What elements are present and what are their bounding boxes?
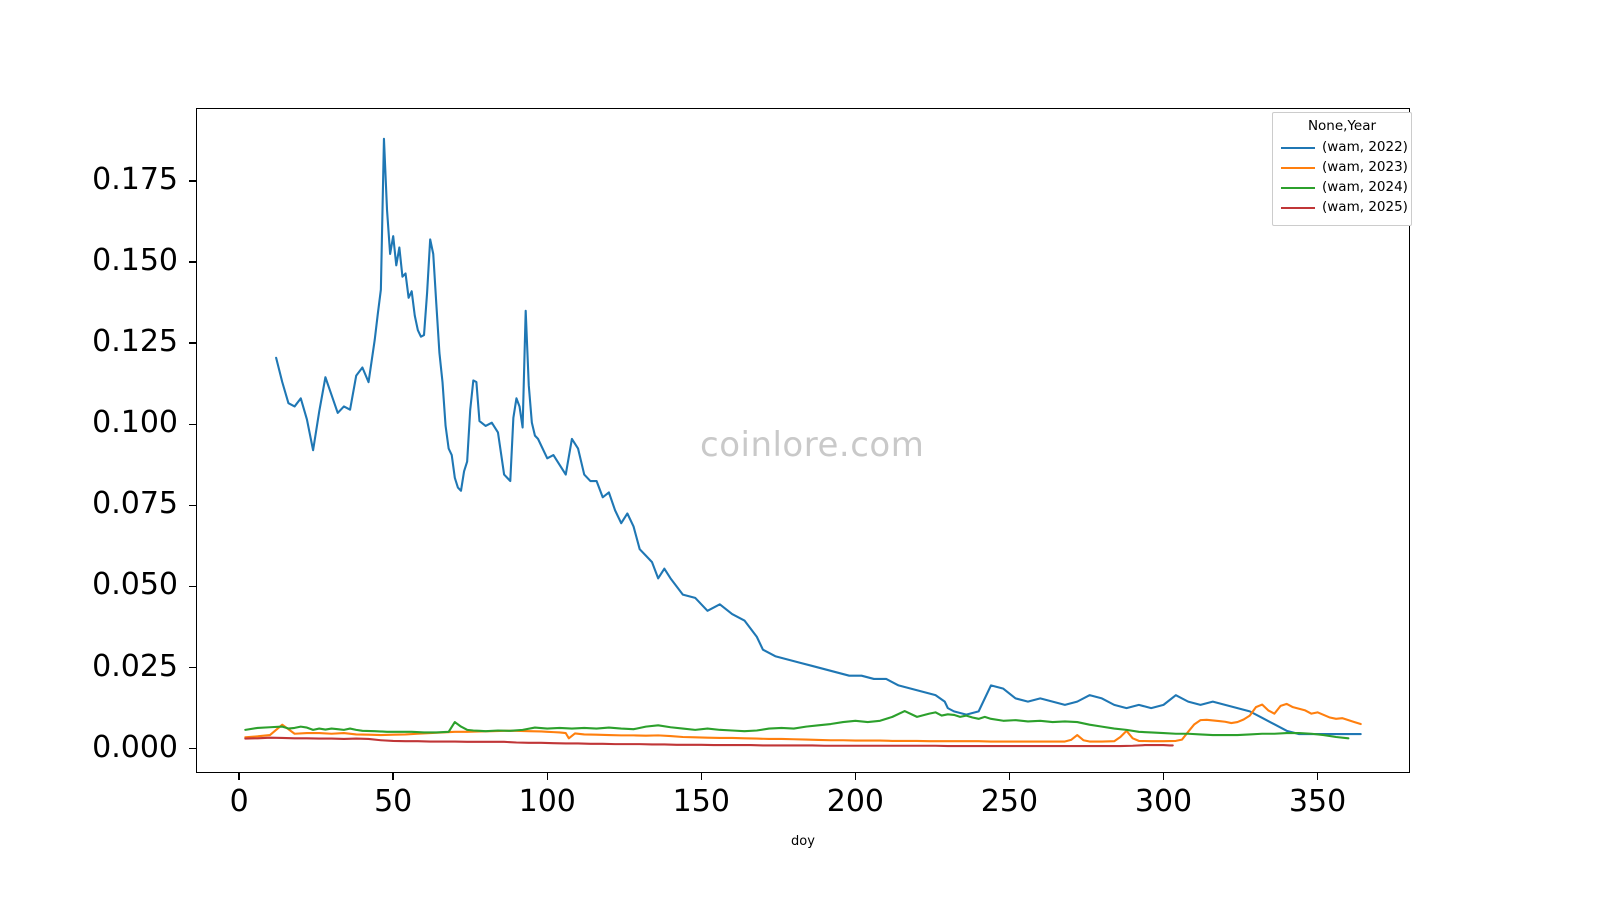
y-tick-label: 0.075	[92, 486, 178, 522]
x-tick-label: 200	[826, 784, 884, 819]
x-tick-mark	[392, 773, 394, 780]
legend-entry-label: (wam, 2024)	[1322, 179, 1408, 196]
legend-color-swatch	[1281, 146, 1315, 150]
y-tick-mark	[189, 180, 196, 182]
x-tick-mark	[1162, 773, 1165, 780]
legend-entry: (wam, 2023)	[1281, 158, 1408, 178]
y-tick-label: 0.125	[92, 324, 178, 360]
series-line-wam-2025	[244, 736, 1174, 748]
legend-entry: (wam, 2024)	[1281, 178, 1408, 198]
y-tick-label: 0.000	[92, 729, 178, 765]
x-axis-label: doy	[791, 834, 815, 849]
legend-entry: (wam, 2025)	[1281, 198, 1408, 218]
x-tick-mark	[854, 773, 857, 780]
y-tick-mark	[189, 261, 196, 263]
legend-color-swatch	[1281, 186, 1315, 190]
x-tick-mark	[1316, 773, 1319, 780]
y-tick-mark	[189, 747, 196, 750]
chart-legend: None,Year (wam, 2022) (wam, 2023) (wam, 20…	[1272, 112, 1412, 226]
legend-color-swatch	[1281, 206, 1315, 210]
y-tick-label: 0.050	[92, 567, 178, 603]
y-tick-mark	[189, 585, 196, 588]
legend-entry-label: (wam, 2022)	[1322, 139, 1408, 156]
y-tick-mark	[189, 342, 196, 344]
x-tick-mark	[238, 773, 240, 780]
series-line-wam-2024	[244, 709, 1350, 740]
watermark-text: coinlore.com	[700, 425, 925, 465]
series-line-wam-2023	[244, 702, 1362, 743]
legend-title: None,Year	[1307, 118, 1377, 134]
x-tick-label: 250	[980, 784, 1039, 819]
x-tick-mark	[1008, 773, 1011, 780]
x-tick-label: 300	[1134, 784, 1193, 819]
x-tick-mark	[546, 773, 548, 780]
x-tick-label: 50	[374, 784, 413, 819]
legend-entries: (wam, 2022) (wam, 2023) (wam, 2024) (wam, 2…	[1281, 138, 1408, 218]
series-line-wam-2022	[275, 137, 1362, 736]
x-tick-label: 350	[1288, 784, 1347, 819]
plot-axes-frame	[196, 108, 1410, 773]
x-tick-label: 0	[229, 784, 249, 819]
y-tick-label: 0.175	[92, 161, 178, 197]
y-tick-label: 0.025	[92, 648, 178, 684]
x-tick-label: 150	[672, 784, 730, 819]
legend-entry-label: (wam, 2025)	[1322, 199, 1408, 216]
y-tick-label: 0.100	[92, 405, 178, 441]
y-tick-label: 0.150	[92, 243, 178, 279]
legend-entry: (wam, 2022)	[1281, 138, 1408, 158]
y-tick-mark	[189, 666, 196, 669]
x-tick-mark	[700, 773, 702, 780]
chart-plot-area	[244, 137, 1362, 748]
legend-color-swatch	[1281, 166, 1315, 170]
x-tick-label: 100	[518, 784, 576, 819]
y-tick-mark	[189, 423, 196, 425]
y-tick-mark	[189, 504, 196, 507]
legend-entry-label: (wam, 2023)	[1322, 159, 1408, 176]
